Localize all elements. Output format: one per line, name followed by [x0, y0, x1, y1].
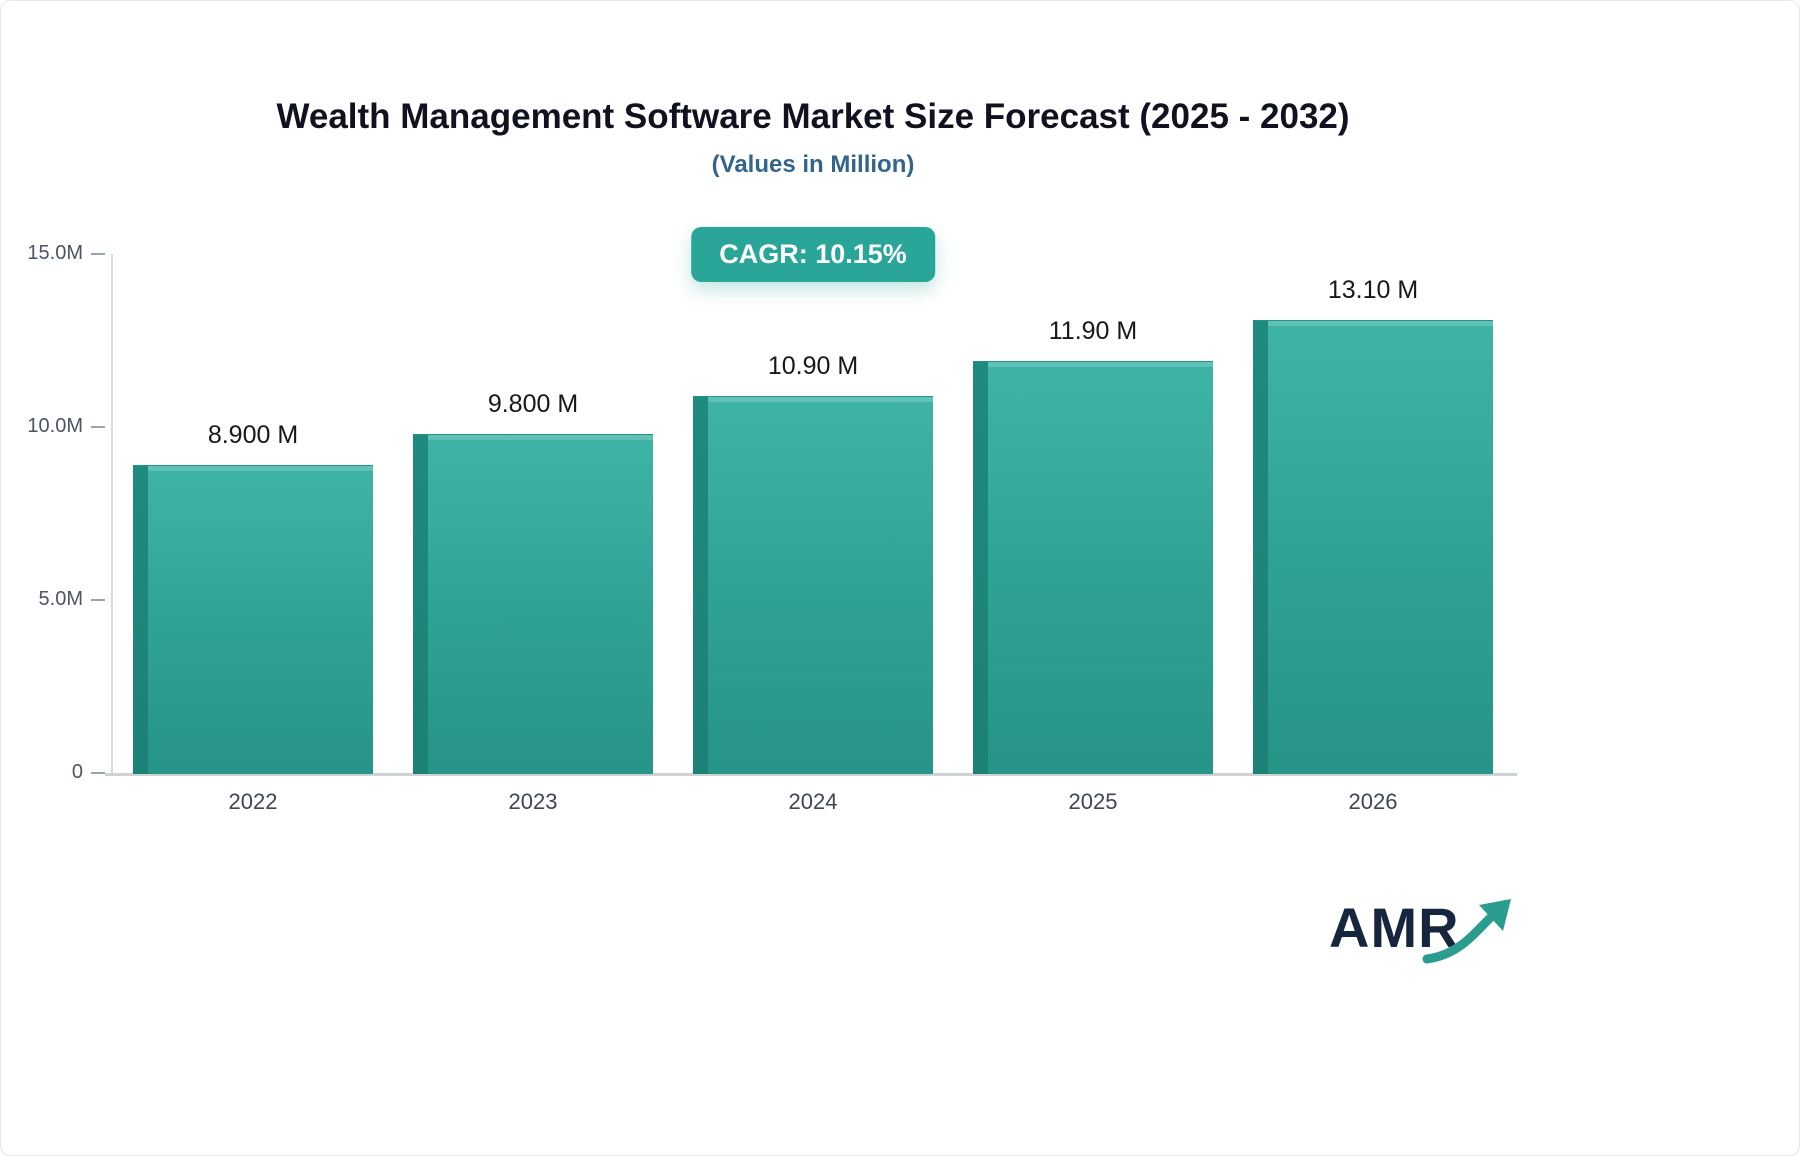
cagr-badge: CAGR: 10.15% [691, 227, 935, 282]
x-axis-category-label: 2023 [508, 789, 558, 814]
x-axis-line [105, 773, 1517, 776]
chart-title: Wealth Management Software Market Size F… [276, 97, 1350, 136]
bar-top-highlight [1268, 320, 1493, 326]
y-axis-line [111, 254, 113, 775]
bar-side-shade [693, 396, 708, 774]
x-axis-category-label: 2026 [1348, 789, 1398, 814]
x-axis-category-label: 2022 [228, 789, 278, 814]
bar [973, 361, 1213, 774]
bar [1253, 319, 1493, 774]
y-tick-label: 0 [71, 761, 83, 783]
y-tick-label: 5.0M [38, 588, 83, 610]
bar-value-label: 10.90 M [767, 351, 859, 380]
bar-value-label: 11.90 M [1048, 317, 1138, 346]
bar [133, 465, 373, 774]
y-tick-dash [91, 599, 105, 601]
y-tick-dash [91, 426, 105, 428]
bar-value-label: 13.10 M [1327, 275, 1419, 304]
bar-top-highlight [428, 434, 653, 440]
amr-logo-text: AMR [1329, 896, 1460, 959]
bar-side-shade [133, 466, 148, 774]
y-tick-label: 15.0M [27, 242, 83, 264]
bar-side-shade [1253, 320, 1268, 774]
y-tick-label: 10.0M [27, 415, 83, 437]
bar-value-label: 8.900 M [207, 421, 299, 450]
bar-value-label: 9.800 M [487, 389, 579, 418]
y-tick-dash [91, 772, 105, 774]
bar [693, 395, 933, 774]
bar-side-shade [973, 362, 988, 774]
y-tick-dash [91, 253, 105, 255]
bar-top-highlight [148, 466, 373, 472]
x-axis-category-label: 2025 [1068, 789, 1118, 814]
chart-subtitle: (Values in Million) [711, 151, 915, 178]
growth-arrow-icon [1422, 899, 1511, 964]
bar-side-shade [413, 434, 428, 774]
x-axis-category-label: 2024 [788, 789, 838, 814]
bar-top-highlight [988, 362, 1213, 368]
bar [413, 433, 653, 774]
bar-top-highlight [708, 396, 933, 402]
